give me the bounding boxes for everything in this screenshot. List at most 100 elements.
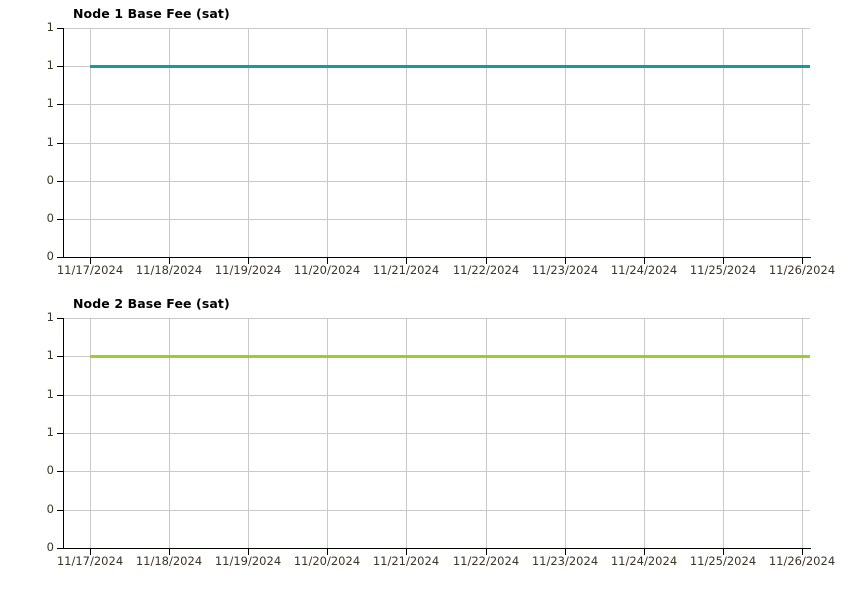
y-axis-tick-label: 0 (46, 249, 54, 263)
y-axis-tick (57, 356, 63, 357)
y-axis-tick (57, 143, 63, 144)
x-axis-tick-label: 11/25/2024 (689, 554, 757, 568)
gridline-vertical (565, 318, 566, 548)
gridline-vertical (406, 318, 407, 548)
plot-area (63, 28, 810, 257)
x-axis-tick-label: 11/20/2024 (293, 263, 361, 277)
y-axis-tick-label: 0 (46, 211, 54, 225)
series-line (90, 355, 810, 358)
gridline-horizontal (63, 318, 810, 319)
gridline-vertical (169, 318, 170, 548)
gridline-vertical (644, 28, 645, 257)
x-axis-tick-label: 11/22/2024 (452, 263, 520, 277)
x-axis-tick-label: 11/19/2024 (214, 263, 282, 277)
gridline-horizontal (63, 395, 810, 396)
y-axis-tick (57, 28, 63, 29)
x-axis-tick (327, 549, 328, 555)
x-axis-tick (406, 549, 407, 555)
y-axis-tick-label: 0 (46, 173, 54, 187)
gridline-vertical (248, 28, 249, 257)
x-axis-tick (486, 549, 487, 555)
chart-title: Node 1 Base Fee (sat) (73, 6, 230, 21)
y-axis-tick (57, 66, 63, 67)
gridline-horizontal (63, 181, 810, 182)
y-axis-tick-label: 0 (46, 540, 54, 554)
x-axis-tick (327, 258, 328, 264)
y-axis-tick-label: 1 (46, 387, 54, 401)
y-axis-tick-label: 0 (46, 463, 54, 477)
gridline-vertical (802, 28, 803, 257)
x-axis-spine (63, 548, 811, 549)
x-axis-tick (644, 549, 645, 555)
chart-title: Node 2 Base Fee (sat) (73, 296, 230, 311)
x-axis-tick (248, 549, 249, 555)
x-axis-tick (248, 258, 249, 264)
x-axis-tick-label: 11/25/2024 (689, 263, 757, 277)
gridline-horizontal (63, 510, 810, 511)
x-axis-tick (90, 258, 91, 264)
y-axis-spine (63, 318, 64, 549)
x-axis-tick-label: 11/24/2024 (610, 263, 678, 277)
gridline-horizontal (63, 143, 810, 144)
gridline-vertical (248, 318, 249, 548)
gridline-vertical (90, 318, 91, 548)
gridline-vertical (644, 318, 645, 548)
gridline-vertical (169, 28, 170, 257)
y-axis-tick-label: 1 (46, 20, 54, 34)
gridline-horizontal (63, 471, 810, 472)
x-axis-tick-label: 11/19/2024 (214, 554, 282, 568)
y-axis-tick-label: 1 (46, 310, 54, 324)
y-axis-tick (57, 219, 63, 220)
x-axis-tick-label: 11/20/2024 (293, 554, 361, 568)
x-axis-tick (723, 549, 724, 555)
x-axis-spine (63, 257, 811, 258)
x-axis-tick-label: 11/17/2024 (56, 554, 124, 568)
x-axis-tick-label: 11/23/2024 (531, 263, 599, 277)
x-axis-tick-label: 11/18/2024 (135, 263, 203, 277)
plot-area (63, 318, 810, 548)
gridline-vertical (90, 28, 91, 257)
gridline-vertical (565, 28, 566, 257)
y-axis-tick-label: 1 (46, 96, 54, 110)
y-axis-tick (57, 395, 63, 396)
x-axis-tick-label: 11/21/2024 (372, 263, 440, 277)
x-axis-tick-label: 11/26/2024 (768, 554, 836, 568)
y-axis-tick (57, 318, 63, 319)
gridline-vertical (327, 318, 328, 548)
y-axis-tick-label: 1 (46, 135, 54, 149)
y-axis-tick (57, 548, 63, 549)
y-axis-tick (57, 471, 63, 472)
chart-panel-node-2: Node 2 Base Fee (sat) 1 1 1 1 0 0 0 11/17/2024 1… (0, 290, 860, 600)
gridline-vertical (723, 318, 724, 548)
x-axis-tick-label: 11/21/2024 (372, 554, 440, 568)
gridline-vertical (406, 28, 407, 257)
x-axis-tick-label: 11/24/2024 (610, 554, 678, 568)
x-axis-tick (802, 258, 803, 264)
gridline-horizontal (63, 219, 810, 220)
y-axis-spine (63, 28, 64, 258)
x-axis-tick-label: 11/17/2024 (56, 263, 124, 277)
y-axis-tick (57, 510, 63, 511)
gridline-horizontal (63, 433, 810, 434)
y-axis-tick (57, 433, 63, 434)
gridline-vertical (723, 28, 724, 257)
x-axis-tick-label: 11/26/2024 (768, 263, 836, 277)
gridline-vertical (486, 318, 487, 548)
x-axis-tick (802, 549, 803, 555)
x-axis-tick-label: 11/22/2024 (452, 554, 520, 568)
y-axis-tick-label: 1 (46, 348, 54, 362)
chart-panel-node-1: Node 1 Base Fee (sat) 1 1 1 1 0 0 0 11/17/2024 1… (0, 0, 860, 290)
x-axis-tick (486, 258, 487, 264)
y-axis-tick (57, 104, 63, 105)
gridline-vertical (802, 318, 803, 548)
x-axis-tick (406, 258, 407, 264)
gridline-horizontal (63, 28, 810, 29)
x-axis-tick (565, 258, 566, 264)
x-axis-tick (723, 258, 724, 264)
x-axis-tick (169, 258, 170, 264)
x-axis-tick (90, 549, 91, 555)
y-axis-tick (57, 181, 63, 182)
series-line (90, 65, 810, 68)
y-axis-tick-label: 1 (46, 425, 54, 439)
